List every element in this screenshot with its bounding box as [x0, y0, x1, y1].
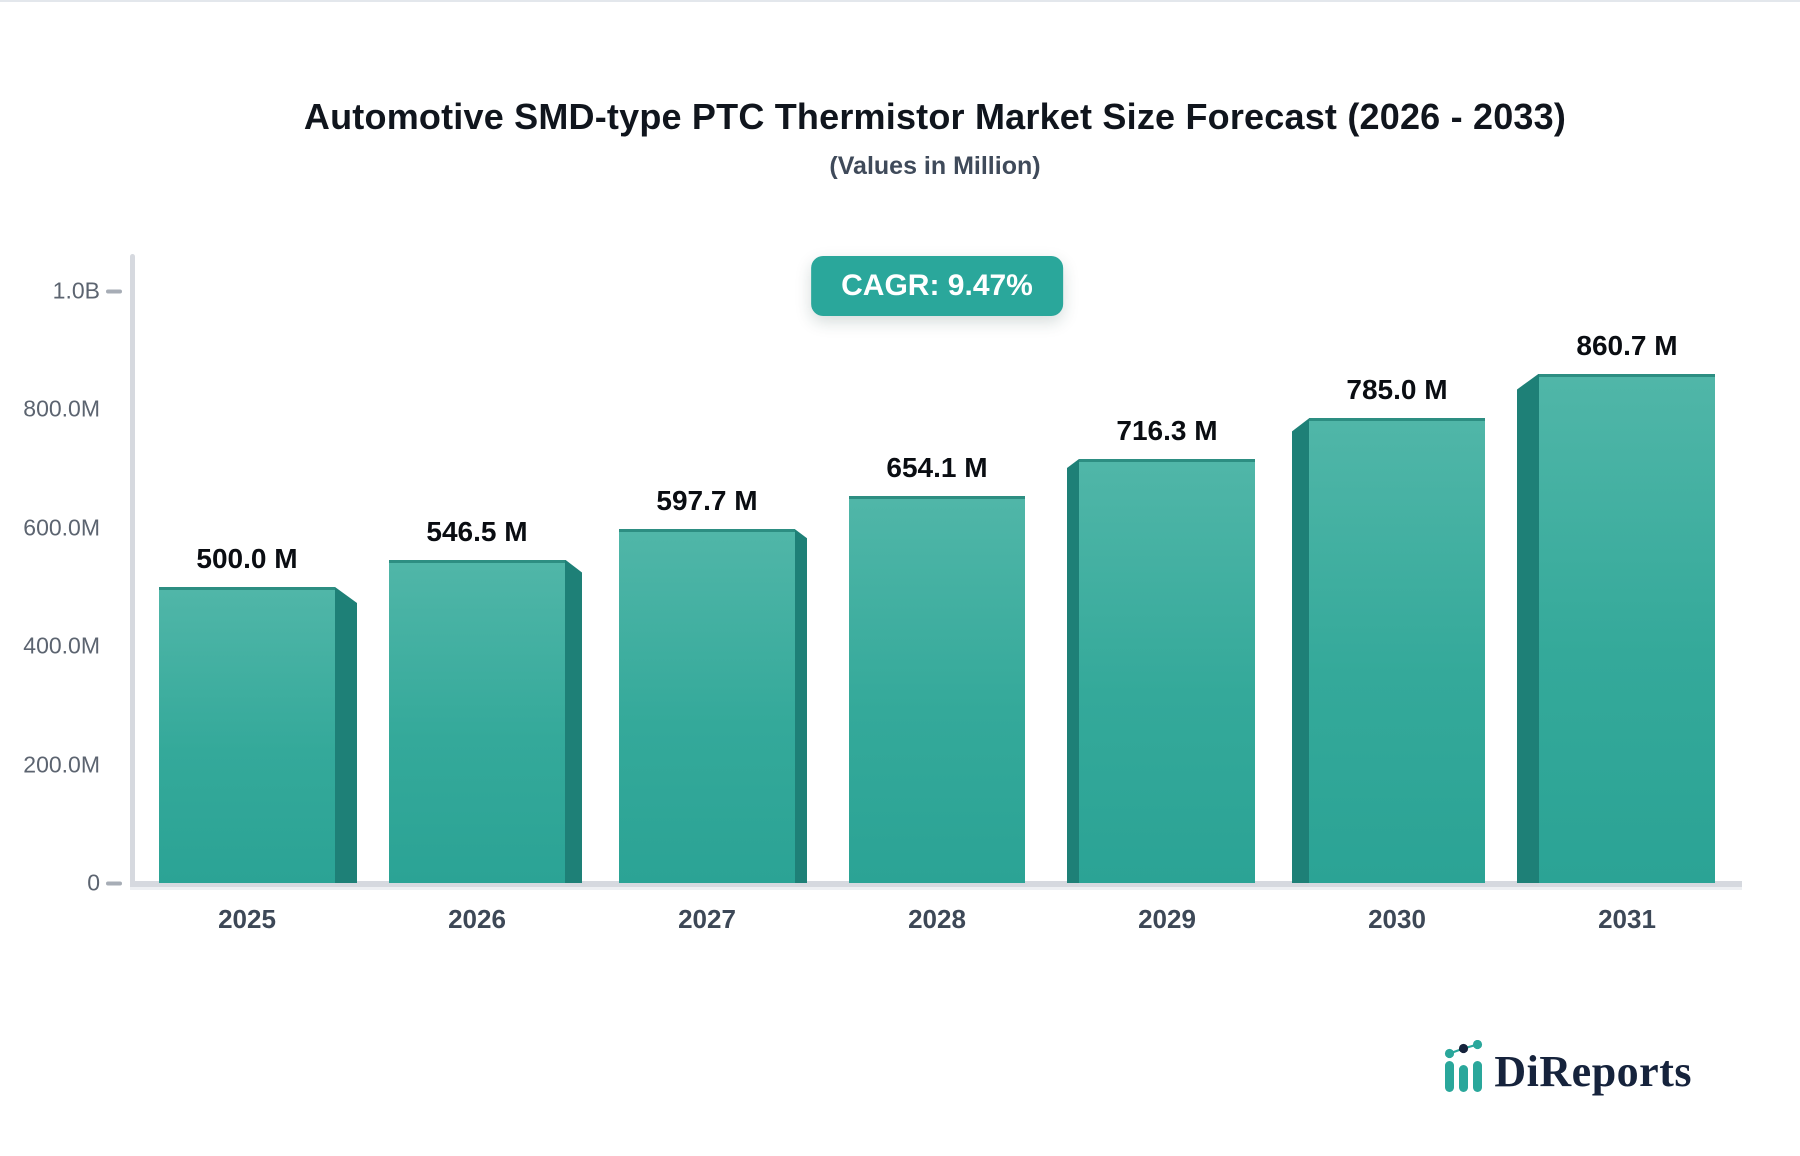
bar-2030: 785.0 M [1292, 374, 1485, 883]
bar-series: 500.0 M 546.5 M 597.7 M 654.1 M 716.3 M 785.0… [132, 291, 1742, 883]
y-axis-tick-1.0B: 1.0B [0, 278, 122, 305]
bar-value-label: 597.7 M [656, 485, 758, 517]
bar-2025: 500.0 M [159, 543, 357, 883]
bar-face [389, 559, 565, 883]
bar-face [1539, 373, 1715, 883]
bar-2027: 597.7 M [619, 485, 807, 883]
bar-face [849, 495, 1025, 883]
bar-face [619, 529, 795, 883]
x-axis-label-2031: 2031 [1598, 904, 1656, 934]
bar-2029: 716.3 M [1067, 415, 1255, 883]
bar-slot-2025: 500.0 M [132, 291, 362, 883]
bar-value-label: 654.1 M [886, 451, 988, 483]
bar-slot-2031: 860.7 M [1512, 291, 1742, 883]
bar-face [1079, 459, 1255, 883]
bar-3d-side [565, 559, 582, 883]
bar-slot-2028: 654.1 M [822, 291, 1052, 883]
x-axis-label-2029: 2029 [1138, 904, 1196, 934]
bar-slot-2026: 546.5 M [362, 291, 592, 883]
bar-3d-side [1517, 373, 1539, 883]
bar-value-label: 500.0 M [196, 543, 298, 574]
bar-2031: 860.7 M [1517, 330, 1715, 883]
x-axis-label-2025: 2025 [218, 904, 276, 934]
chart-header: Automotive SMD-type PTC Thermistor Marke… [130, 2, 1740, 181]
bar-3d-side [795, 529, 807, 883]
x-axis-label-2028: 2028 [908, 904, 966, 934]
bar-3d-side [1067, 459, 1079, 883]
brand-logo-icon [1445, 1040, 1483, 1092]
x-axis-label-2027: 2027 [678, 904, 736, 934]
y-axis-tick-400.0M: 400.0M [23, 632, 100, 659]
chart-title: Automotive SMD-type PTC Thermistor Marke… [303, 96, 1567, 137]
chart-subtitle: (Values in Million) [829, 152, 1041, 180]
bar-face [159, 587, 335, 883]
bar-slot-2029: 716.3 M [1052, 291, 1282, 883]
y-axis-tick-200.0M: 200.0M [23, 751, 100, 778]
bar-2028: 654.1 M [849, 452, 1025, 883]
brand-logo: DiReports [1443, 1040, 1692, 1094]
bar-2026: 546.5 M [389, 516, 582, 883]
cagr-badge: CAGR: 9.47% [811, 256, 1063, 316]
bar-slot-2030: 785.0 M [1282, 291, 1512, 883]
bar-value-label: 716.3 M [1116, 415, 1218, 446]
bar-slot-2027: 597.7 M [592, 291, 822, 883]
y-axis-tick-800.0M: 800.0M [23, 395, 100, 422]
tick-dash [106, 881, 122, 885]
x-axis-label-2026: 2026 [448, 904, 506, 934]
tick-dash [106, 289, 122, 293]
bar-face [1309, 418, 1485, 883]
y-axis-tick-0: 0 [0, 870, 122, 897]
x-axis-line [130, 881, 1742, 887]
x-axis-labels: 2025 2026 2027 2028 2029 2030 2031 [132, 904, 1742, 935]
bar-value-label: 860.7 M [1576, 329, 1678, 361]
y-axis-line [130, 254, 135, 887]
x-axis-label-2030: 2030 [1368, 904, 1426, 934]
bar-3d-side [1292, 418, 1309, 883]
brand-logo-text: DiReports [1494, 1047, 1692, 1096]
y-axis-tick-600.0M: 600.0M [23, 514, 100, 541]
bar-value-label: 785.0 M [1346, 374, 1448, 406]
bar-value-label: 546.5 M [426, 515, 528, 547]
bar-3d-side [335, 587, 357, 883]
